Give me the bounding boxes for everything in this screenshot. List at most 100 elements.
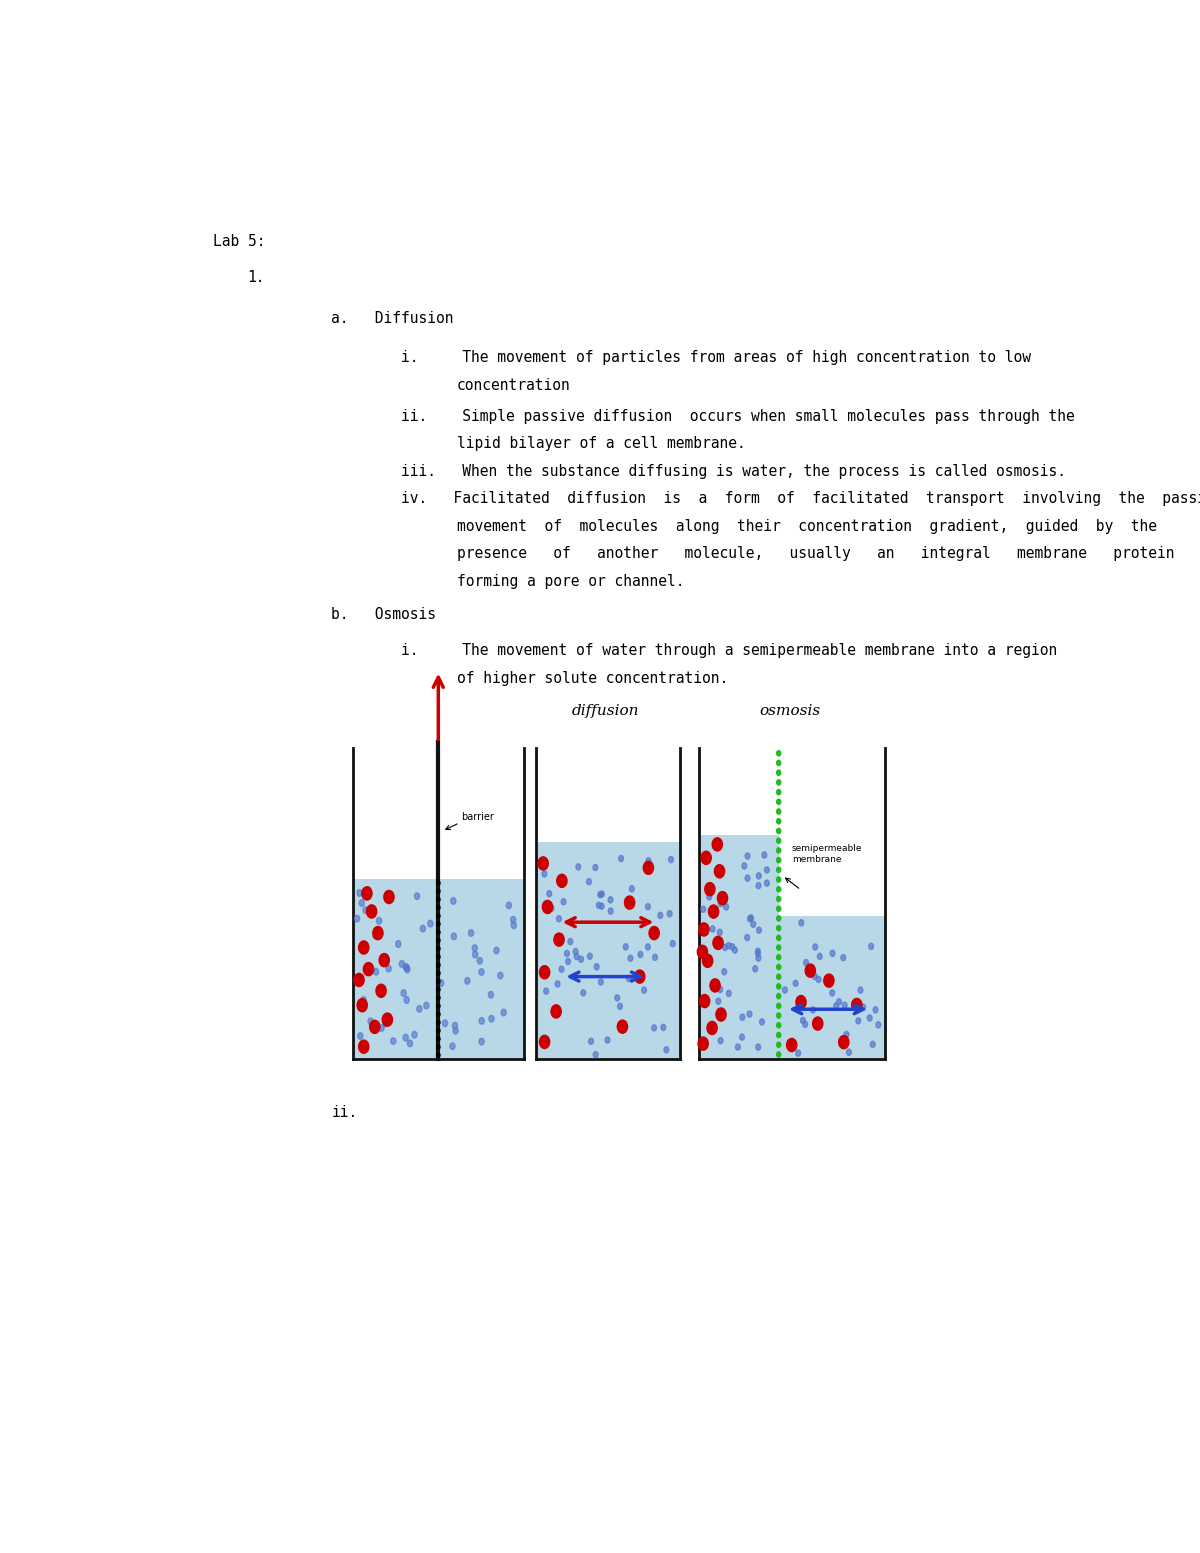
Circle shape (776, 828, 781, 834)
Circle shape (756, 873, 761, 879)
Circle shape (359, 941, 368, 954)
Circle shape (359, 899, 365, 907)
Circle shape (554, 933, 564, 946)
Circle shape (698, 922, 709, 936)
Circle shape (488, 1016, 494, 1022)
Circle shape (697, 946, 708, 958)
Circle shape (594, 964, 599, 971)
Circle shape (726, 991, 731, 997)
Text: osmosis: osmosis (760, 705, 821, 719)
Circle shape (564, 950, 569, 957)
Circle shape (588, 1039, 594, 1045)
Circle shape (437, 1045, 440, 1050)
Circle shape (726, 943, 731, 949)
Circle shape (547, 890, 552, 896)
Circle shape (776, 887, 781, 891)
Circle shape (557, 916, 562, 922)
Circle shape (587, 879, 592, 885)
Circle shape (646, 857, 650, 863)
Circle shape (776, 944, 781, 950)
Circle shape (718, 986, 722, 992)
Circle shape (722, 969, 727, 975)
Circle shape (700, 994, 709, 1008)
Circle shape (786, 1039, 797, 1051)
Circle shape (776, 780, 781, 784)
Circle shape (776, 905, 781, 912)
Circle shape (870, 1041, 875, 1047)
Circle shape (437, 1037, 440, 1041)
Circle shape (842, 1002, 847, 1008)
Circle shape (756, 882, 761, 888)
Circle shape (764, 867, 769, 873)
Circle shape (562, 899, 566, 905)
Circle shape (732, 947, 737, 954)
Circle shape (812, 944, 817, 950)
Circle shape (710, 926, 715, 932)
Circle shape (776, 916, 781, 921)
Circle shape (718, 1037, 722, 1044)
Circle shape (488, 991, 493, 999)
Circle shape (776, 867, 781, 873)
Circle shape (710, 978, 720, 992)
Circle shape (565, 958, 570, 964)
Circle shape (396, 941, 401, 947)
Circle shape (438, 980, 444, 986)
Circle shape (701, 905, 706, 912)
Text: barrier: barrier (462, 812, 494, 822)
Circle shape (718, 891, 727, 905)
Circle shape (776, 770, 781, 775)
Circle shape (816, 977, 821, 983)
Circle shape (427, 921, 433, 927)
Circle shape (544, 988, 548, 994)
Circle shape (642, 986, 647, 992)
Circle shape (858, 988, 863, 994)
Circle shape (437, 988, 440, 992)
Circle shape (764, 881, 769, 887)
Circle shape (841, 955, 846, 961)
Circle shape (559, 966, 564, 972)
Circle shape (373, 927, 383, 940)
Circle shape (617, 1020, 628, 1033)
Circle shape (776, 848, 781, 853)
Circle shape (437, 922, 440, 926)
Bar (698, 836, 779, 1059)
Circle shape (623, 944, 628, 950)
Text: lipid bilayer of a cell membrane.: lipid bilayer of a cell membrane. (457, 436, 745, 452)
Circle shape (736, 1044, 740, 1050)
Circle shape (653, 954, 658, 960)
Circle shape (494, 947, 499, 954)
Circle shape (574, 949, 578, 955)
Circle shape (619, 856, 624, 862)
Circle shape (400, 960, 404, 968)
Circle shape (776, 800, 781, 804)
Circle shape (538, 857, 548, 870)
Circle shape (404, 964, 409, 971)
Circle shape (776, 955, 781, 960)
Circle shape (618, 1003, 623, 1009)
Circle shape (373, 932, 378, 940)
Circle shape (356, 890, 362, 896)
Circle shape (745, 935, 750, 941)
Circle shape (776, 789, 781, 795)
Circle shape (635, 971, 644, 983)
Circle shape (846, 1050, 851, 1056)
Circle shape (358, 999, 367, 1013)
Circle shape (608, 909, 613, 915)
Circle shape (498, 972, 503, 978)
Circle shape (852, 999, 862, 1011)
Circle shape (437, 938, 440, 943)
Bar (779, 916, 884, 1059)
Circle shape (359, 1041, 368, 1053)
Text: iii.   When the substance diffusing is water, the process is called osmosis.: iii. When the substance diffusing is wat… (401, 464, 1066, 478)
Circle shape (403, 963, 408, 971)
Circle shape (661, 1025, 666, 1031)
Circle shape (540, 966, 550, 978)
Circle shape (354, 974, 364, 986)
Circle shape (424, 1002, 428, 1009)
Circle shape (373, 969, 379, 975)
Circle shape (628, 955, 632, 961)
Circle shape (799, 919, 804, 926)
Circle shape (730, 944, 734, 950)
Circle shape (557, 874, 568, 887)
Circle shape (776, 857, 781, 863)
